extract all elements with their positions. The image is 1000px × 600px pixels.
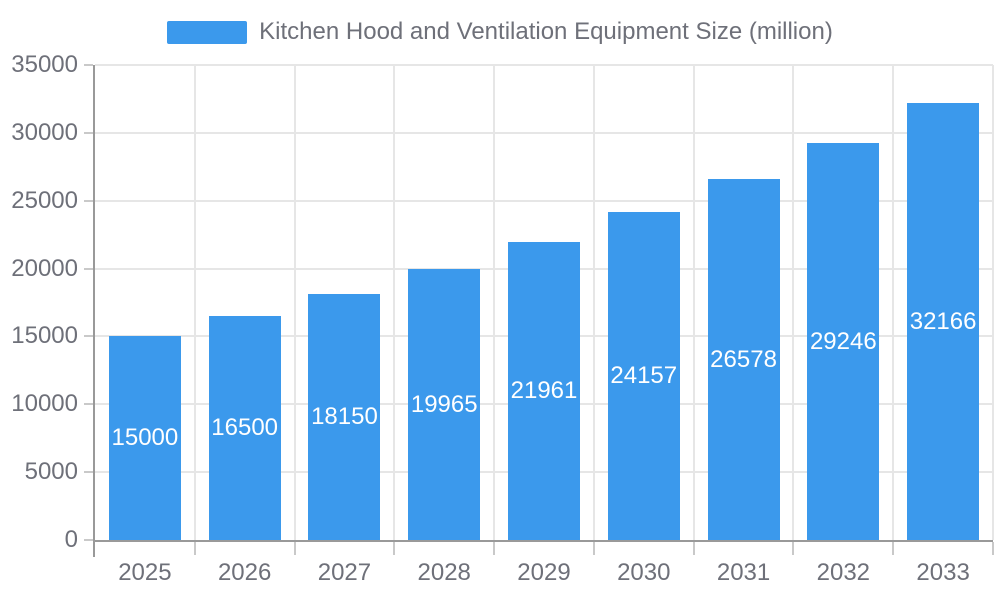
gridline-vertical — [493, 65, 496, 540]
x-axis-label: 2033 — [916, 559, 970, 586]
y-axis-label: 10000 — [11, 390, 78, 418]
y-axis-label: 5000 — [24, 458, 78, 486]
x-axis-line — [93, 540, 993, 542]
y-axis-tick — [84, 539, 93, 541]
y-axis-label: 25000 — [11, 186, 78, 214]
x-axis-tick — [393, 542, 396, 555]
y-axis-tick — [84, 267, 93, 270]
bar[interactable] — [308, 293, 381, 540]
legend: Kitchen Hood and Ventilation Equipment S… — [0, 18, 1000, 46]
x-axis-label: 2027 — [317, 559, 372, 586]
x-axis-tick — [293, 542, 296, 555]
y-axis-tick — [84, 403, 93, 406]
x-axis-tick — [992, 542, 994, 555]
gridline-vertical — [393, 65, 396, 540]
legend-swatch — [167, 20, 248, 44]
bar[interactable] — [208, 316, 281, 540]
x-axis-label: 2030 — [617, 559, 671, 586]
x-axis-tick — [193, 542, 196, 555]
gridline-vertical — [792, 65, 795, 540]
legend-item[interactable]: Kitchen Hood and Ventilation Equipment S… — [167, 18, 833, 46]
x-axis-tick — [792, 542, 795, 555]
y-axis-tick — [84, 335, 93, 338]
x-axis-tick — [892, 542, 895, 555]
x-axis-tick — [692, 542, 695, 555]
gridline-vertical — [992, 65, 994, 540]
x-axis-label: 2025 — [118, 559, 172, 586]
bar[interactable] — [807, 143, 880, 540]
bar[interactable] — [508, 241, 580, 540]
bar[interactable] — [607, 212, 680, 540]
gridline-horizontal — [95, 131, 993, 134]
y-axis-tick — [84, 471, 93, 474]
x-axis-label: 2028 — [417, 559, 471, 586]
bar[interactable] — [907, 103, 980, 540]
y-axis-line — [93, 65, 95, 557]
bar[interactable] — [108, 336, 181, 540]
legend-label: Kitchen Hood and Ventilation Equipment S… — [259, 18, 833, 45]
y-axis-label: 0 — [64, 526, 78, 553]
bar[interactable] — [707, 179, 780, 540]
bar[interactable] — [408, 269, 481, 540]
y-axis-label: 15000 — [11, 322, 78, 350]
x-axis-label: 2029 — [517, 559, 571, 586]
gridline-vertical — [692, 65, 695, 540]
gridline-vertical — [892, 65, 895, 540]
x-axis-tick — [592, 542, 595, 555]
y-axis-label: 35000 — [11, 51, 78, 78]
x-axis-tick — [493, 542, 496, 555]
gridline-horizontal — [95, 64, 993, 66]
gridline-vertical — [193, 65, 196, 540]
x-axis-label: 2026 — [217, 559, 272, 586]
gridline-vertical — [293, 65, 296, 540]
y-axis-label: 20000 — [11, 254, 78, 282]
gridline-vertical — [592, 65, 595, 540]
y-axis-tick — [84, 64, 93, 66]
gridline-horizontal — [95, 199, 993, 202]
x-axis-label: 2032 — [816, 559, 871, 586]
x-axis-label: 2031 — [716, 559, 771, 586]
y-axis-tick — [84, 131, 93, 134]
y-axis-tick — [84, 199, 93, 202]
y-axis-label: 30000 — [11, 118, 78, 146]
